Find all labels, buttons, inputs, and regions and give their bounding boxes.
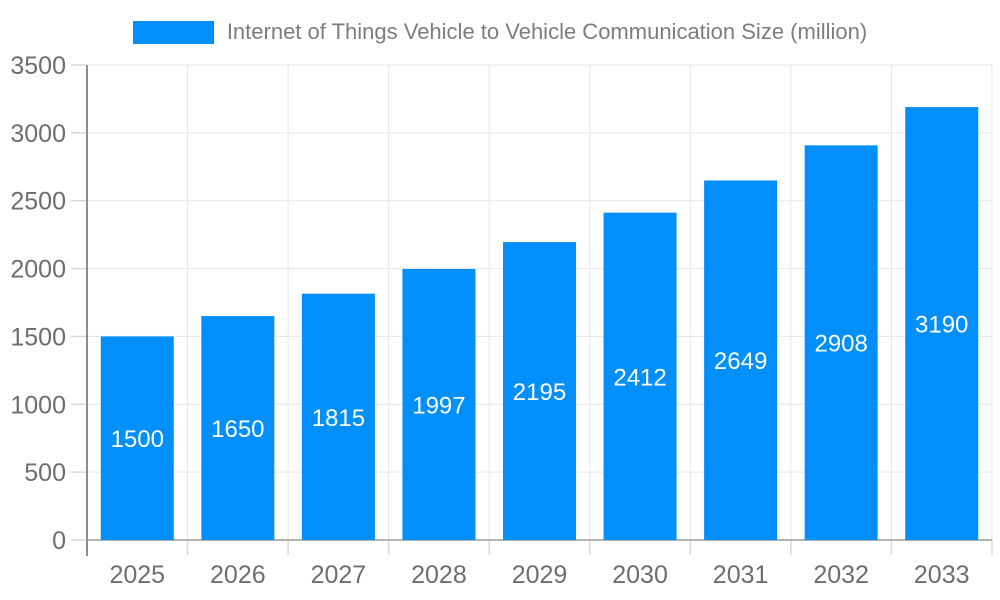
bar-value-label: 1997 (412, 392, 465, 419)
bar-value-label: 2195 (513, 379, 566, 406)
x-tick-label: 2033 (914, 561, 970, 589)
x-tick-label: 2028 (411, 561, 467, 589)
x-tick-label: 2027 (311, 561, 367, 589)
x-tick-label: 2030 (612, 561, 668, 589)
bar-value-label: 2649 (714, 348, 767, 375)
y-tick-label: 3500 (10, 52, 66, 80)
legend[interactable]: Internet of Things Vehicle to Vehicle Co… (0, 19, 1000, 45)
bar[interactable] (201, 316, 275, 540)
bar-value-label: 1500 (111, 426, 164, 453)
y-tick-label: 1500 (10, 323, 66, 351)
bar[interactable] (100, 336, 174, 540)
y-tick-label: 2000 (10, 256, 66, 284)
bar[interactable] (804, 145, 878, 541)
y-tick-label: 0 (52, 527, 66, 555)
y-tick-label: 3000 (10, 120, 66, 148)
bar-value-label: 2412 (613, 364, 666, 391)
bar[interactable] (603, 212, 677, 540)
x-tick-label: 2025 (109, 561, 165, 589)
bar-value-label: 3190 (915, 312, 968, 339)
bar[interactable] (704, 180, 778, 540)
x-tick-label: 2026 (210, 561, 266, 589)
x-tick-label: 2032 (813, 561, 869, 589)
bar[interactable] (905, 107, 979, 541)
bar[interactable] (301, 293, 375, 540)
bar-value-label: 1650 (211, 416, 264, 443)
y-tick-label: 500 (24, 459, 66, 487)
bar[interactable] (503, 242, 576, 540)
legend-label[interactable]: Internet of Things Vehicle to Vehicle Co… (226, 19, 868, 44)
bar-value-label: 2908 (814, 331, 867, 358)
bar[interactable] (402, 268, 476, 540)
y-tick-label: 1000 (10, 391, 66, 419)
x-tick-label: 2029 (512, 561, 568, 589)
x-tick-label: 2031 (713, 561, 769, 589)
legend-swatch[interactable] (132, 20, 214, 44)
y-tick-label: 2500 (10, 188, 66, 216)
bar-value-label: 1815 (312, 405, 365, 432)
